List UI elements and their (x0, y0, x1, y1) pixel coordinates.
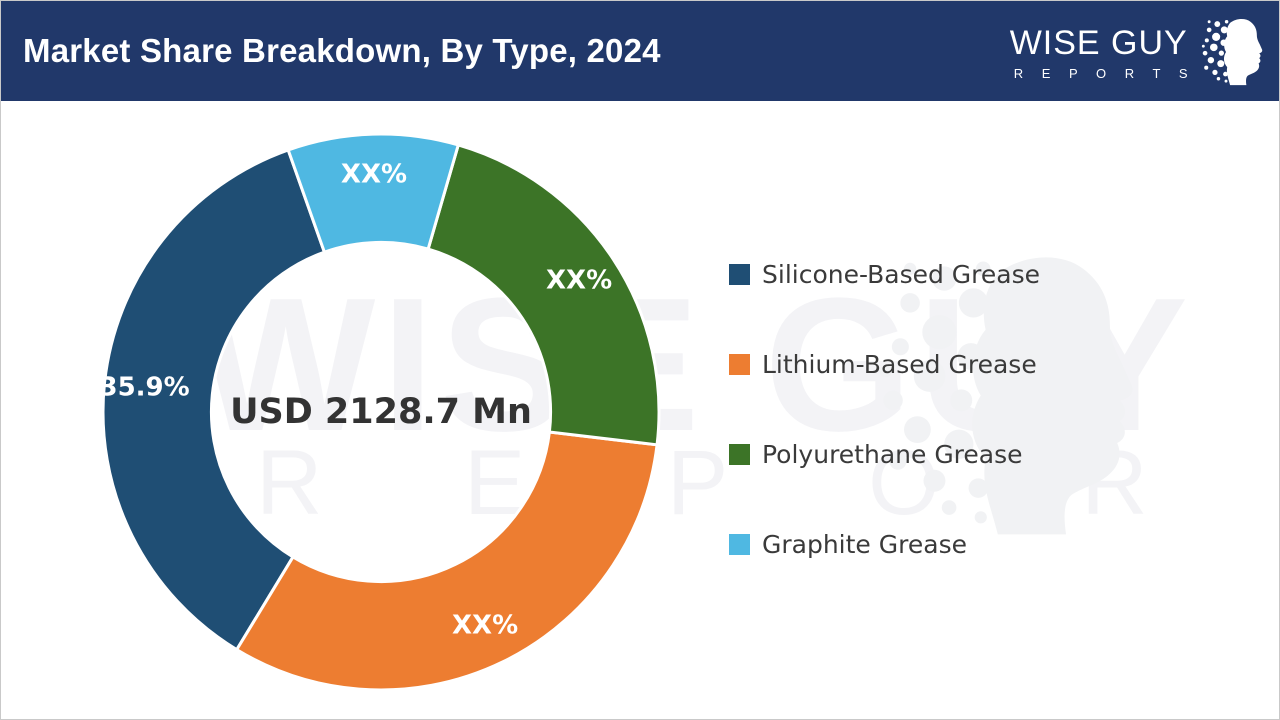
legend-swatch (729, 533, 750, 555)
donut-segment-silicone-based-grease (101, 148, 326, 652)
wiseguy-head-icon (1201, 19, 1263, 86)
legend: Silicone-Based Grease Lithium-Based Greas… (729, 259, 1040, 619)
donut-segment-lithium-based-grease (235, 430, 659, 692)
segment-percent-label: XX% (452, 611, 518, 641)
header-bar: Market Share Breakdown, By Type, 2024 WI… (1, 1, 1279, 101)
legend-swatch (729, 263, 750, 285)
segment-percent-label: XX% (341, 159, 407, 189)
wiseguy-logo-text: WISE GUY R E P O R T S (1010, 24, 1195, 81)
logo-wiseguy-label: WISE GUY (1009, 23, 1188, 62)
legend-item: Silicone-Based Grease (729, 259, 1040, 289)
legend-swatch (729, 443, 750, 465)
chart-center-value: USD 2128.7 Mn (230, 392, 532, 432)
wiseguy-logo: WISE GUY R E P O R T S (1010, 10, 1265, 94)
logo-reports-label: R E P O R T S (1013, 65, 1195, 81)
legend-item: Graphite Grease (729, 529, 1040, 559)
legend-label: Silicone-Based Grease (762, 259, 1041, 289)
legend-label: Lithium-Based Grease (762, 349, 1037, 379)
donut-segment-graphite-grease (286, 132, 460, 254)
legend-item: Polyurethane Grease (729, 439, 1040, 469)
legend-item: Lithium-Based Grease (729, 349, 1040, 379)
legend-swatch (729, 353, 750, 375)
segment-percent-label: XX% (546, 266, 612, 296)
donut-segment-polyurethane-grease (426, 143, 661, 447)
donut-chart: 35.9% XX% XX% XX% (99, 132, 661, 692)
segment-percent-label: 35.9% (99, 373, 189, 403)
legend-label: Graphite Grease (762, 529, 967, 559)
legend-label: Polyurethane Grease (762, 439, 1023, 469)
page-title: Market Share Breakdown, By Type, 2024 (23, 32, 661, 69)
